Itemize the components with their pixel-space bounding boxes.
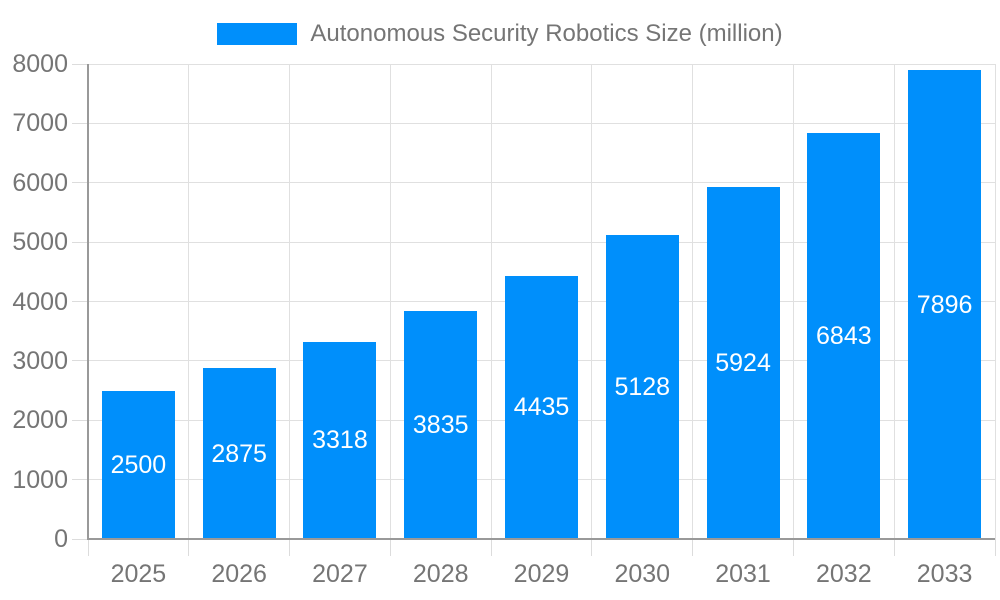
y-axis-label: 1000 (12, 465, 68, 494)
x-axis-label: 2025 (110, 560, 167, 588)
bar-2029: 4435 (505, 275, 578, 539)
bar-value-label: 7896 (916, 290, 973, 319)
x-tick (188, 539, 190, 556)
y-gridline (88, 63, 995, 65)
bar-value-label: 5924 (715, 349, 771, 378)
x-tick (490, 539, 492, 556)
y-axis-label: 7000 (12, 109, 68, 138)
bar-2028: 3835 (404, 311, 478, 539)
legend-swatch-icon (217, 23, 298, 45)
x-gridline (490, 64, 492, 539)
bar-2031: 5924 (706, 187, 780, 539)
y-axis-label: 0 (54, 525, 68, 553)
x-tick (994, 539, 996, 556)
y-gridline (88, 241, 995, 243)
x-axis-label: 2031 (715, 560, 771, 588)
y-tick (72, 241, 88, 243)
bar-value-label: 3835 (412, 411, 469, 440)
bar-value-label: 2875 (211, 439, 267, 468)
y-axis-label: 8000 (12, 50, 68, 78)
x-axis-line (87, 538, 995, 540)
x-axis-label: 2032 (816, 560, 872, 588)
x-tick (792, 539, 794, 556)
bar-2026: 2875 (202, 368, 276, 539)
y-axis-label: 4000 (12, 287, 68, 316)
y-tick (72, 182, 88, 184)
legend[interactable]: Autonomous Security Robotics Size (milli… (0, 20, 1000, 48)
y-tick (72, 122, 88, 124)
y-axis-label: 2000 (12, 406, 68, 435)
x-axis-label: 2030 (614, 560, 671, 588)
y-axis-label: 5000 (12, 228, 68, 257)
x-tick (893, 539, 895, 556)
bar-value-label: 3318 (312, 426, 368, 455)
x-axis-label: 2027 (312, 560, 368, 588)
x-axis-label: 2028 (412, 560, 469, 588)
x-gridline (893, 64, 895, 539)
x-gridline (389, 64, 391, 539)
y-tick (72, 301, 88, 302)
y-gridline (88, 182, 995, 184)
x-gridline (289, 64, 291, 539)
y-axis-label: 6000 (12, 168, 68, 197)
y-tick (72, 419, 88, 421)
y-tick (72, 538, 88, 540)
bar-2030: 5128 (605, 234, 679, 539)
x-gridline (994, 64, 996, 539)
x-axis-label: 2026 (211, 560, 267, 588)
x-axis-label: 2029 (513, 560, 570, 588)
x-gridline (792, 64, 794, 539)
bar-2032: 6843 (807, 132, 881, 539)
bar-value-label: 4435 (513, 393, 570, 422)
x-tick (389, 539, 391, 556)
bar-2033: 7896 (908, 70, 982, 539)
bar-value-label: 2500 (110, 450, 167, 479)
x-tick (692, 539, 694, 556)
y-gridline (88, 122, 995, 124)
x-tick (87, 539, 89, 556)
y-tick (72, 360, 88, 362)
x-tick (289, 539, 291, 556)
x-tick (591, 539, 593, 556)
x-axis-label: 2033 (916, 560, 973, 588)
x-gridline (692, 64, 694, 539)
legend-label: Autonomous Security Robotics Size (milli… (310, 20, 783, 47)
x-gridline (188, 64, 190, 539)
bar-2027: 3318 (303, 341, 377, 539)
y-axis-line (87, 64, 89, 540)
y-tick (72, 63, 88, 65)
bar-2025: 2500 (101, 390, 175, 539)
bar-value-label: 6843 (816, 321, 872, 350)
y-tick (72, 479, 88, 481)
x-gridline (591, 64, 593, 539)
y-axis-label: 3000 (12, 346, 68, 375)
bar-value-label: 5128 (614, 372, 671, 401)
